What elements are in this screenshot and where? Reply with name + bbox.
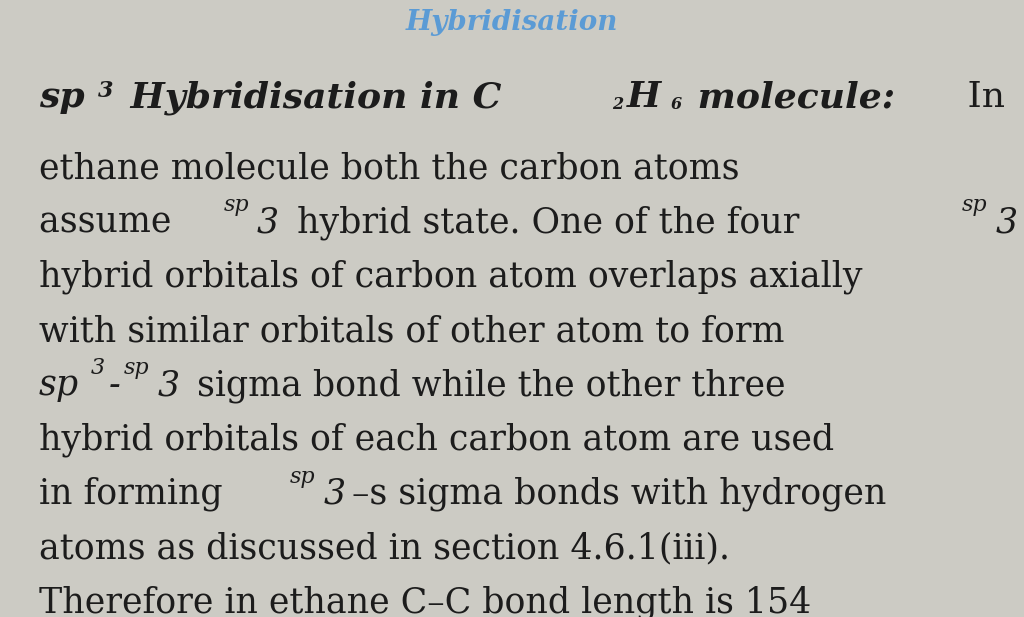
Text: 3: 3: [324, 477, 345, 511]
Text: hybrid orbitals of each carbon atom are used: hybrid orbitals of each carbon atom are …: [39, 423, 834, 457]
Text: 3: 3: [157, 368, 179, 402]
Text: 6: 6: [671, 96, 682, 113]
Text: sp: sp: [124, 357, 150, 379]
Text: hybrid orbitals of carbon atom overlaps axially: hybrid orbitals of carbon atom overlaps …: [39, 260, 862, 294]
Text: hybrid state. One of the four: hybrid state. One of the four: [286, 205, 810, 240]
Text: sp: sp: [39, 80, 85, 114]
Text: atoms as discussed in section 4.6.1(iii).: atoms as discussed in section 4.6.1(iii)…: [39, 531, 730, 565]
Text: sp: sp: [39, 368, 79, 402]
Text: 3: 3: [91, 357, 104, 379]
Text: ethane molecule both the carbon atoms: ethane molecule both the carbon atoms: [39, 151, 739, 185]
Text: molecule:: molecule:: [685, 80, 895, 114]
Text: Hybridisation: Hybridisation: [406, 9, 618, 36]
Text: 3: 3: [97, 80, 114, 102]
Text: sp: sp: [290, 466, 315, 488]
Text: assume: assume: [39, 205, 182, 239]
Text: –s sigma bonds with hydrogen: –s sigma bonds with hydrogen: [351, 477, 886, 511]
Text: in forming: in forming: [39, 477, 233, 511]
Text: Therefore in ethane C–C bond length is 154: Therefore in ethane C–C bond length is 1…: [39, 586, 811, 617]
Text: sigma bond while the other three: sigma bond while the other three: [185, 368, 785, 403]
Text: 2: 2: [612, 96, 624, 113]
Text: sp: sp: [224, 194, 250, 217]
Text: with similar orbitals of other atom to form: with similar orbitals of other atom to f…: [39, 314, 784, 348]
Text: 3: 3: [257, 205, 280, 239]
Text: sp: sp: [963, 194, 988, 217]
Text: -: -: [109, 368, 121, 402]
Text: Hybridisation in C: Hybridisation in C: [118, 80, 501, 115]
Text: 3: 3: [995, 205, 1017, 239]
Text: In: In: [956, 80, 1006, 114]
Text: H: H: [627, 80, 660, 114]
